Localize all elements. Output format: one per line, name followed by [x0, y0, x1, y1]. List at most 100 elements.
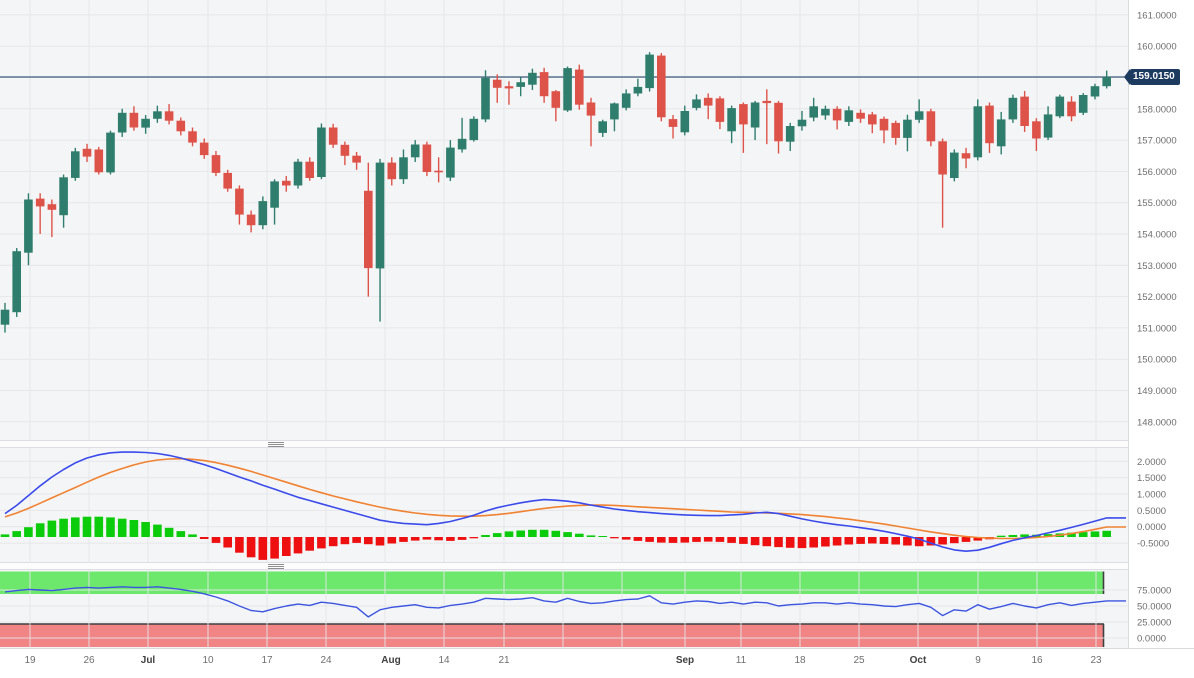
time-axis-label: 11: [736, 655, 747, 666]
macd-bar-down: [434, 537, 443, 541]
macd-bar-down: [258, 537, 268, 560]
candle: [59, 174, 68, 228]
candle: [774, 100, 783, 154]
macd-bar-down: [938, 537, 947, 545]
candle: [879, 116, 889, 144]
candle: [188, 127, 197, 147]
candle: [305, 157, 314, 181]
candle: [176, 117, 186, 136]
macd-bar-up: [35, 523, 45, 537]
drag-handle-icon: [268, 442, 284, 443]
macd-bar-up: [996, 535, 1006, 537]
candle: [856, 109, 865, 123]
macd-bar-up: [492, 533, 502, 537]
candle: [410, 140, 420, 162]
macd-bar-down: [715, 537, 725, 542]
macd-bar-down: [199, 537, 209, 539]
time-axis-label: 19: [24, 655, 36, 666]
candle: [492, 74, 502, 103]
macd-bar-up: [586, 535, 596, 537]
candle: [891, 120, 900, 145]
macd-bar-up: [575, 533, 584, 537]
macd-bar-down: [961, 537, 971, 542]
macd-bar-down: [270, 537, 279, 559]
candle: [387, 157, 397, 186]
svg-text:1.0000: 1.0000: [1137, 490, 1166, 501]
price-axis[interactable]: [1128, 0, 1194, 648]
svg-text:161.0000: 161.0000: [1137, 10, 1177, 21]
svg-text:150.0000: 150.0000: [1137, 355, 1177, 366]
candle: [739, 102, 748, 153]
macd-bar-down: [633, 537, 643, 541]
last-price-badge: 159.0150: [1124, 69, 1180, 85]
axis-labels: 161.0000160.0000158.0000157.0000156.0000…: [24, 10, 1176, 666]
time-axis-label: 23: [1090, 655, 1102, 666]
macd-bar-down: [774, 537, 783, 548]
macd-bar-up: [1008, 535, 1018, 537]
candle: [94, 146, 104, 175]
candle: [715, 96, 725, 130]
svg-text:50.0000: 50.0000: [1137, 602, 1171, 613]
macd-bar-up: [504, 531, 514, 537]
macd-bar-down: [727, 537, 736, 543]
time-axis-label: 9: [975, 655, 981, 666]
candle: [516, 77, 525, 97]
candle: [1008, 94, 1018, 123]
candle: [293, 158, 303, 189]
macd-bar-down: [868, 537, 877, 544]
candle: [563, 66, 572, 112]
macd-bar-down: [399, 537, 408, 542]
macd-bar-down: [821, 537, 830, 547]
candle: [727, 105, 736, 144]
macd-bar-down: [879, 537, 889, 544]
macd-signal-line: [4, 457, 1126, 540]
time-axis-label: Oct: [910, 655, 927, 666]
candle: [785, 122, 795, 152]
candle: [270, 179, 279, 225]
macd-bar-down: [457, 537, 467, 540]
svg-text:152.0000: 152.0000: [1137, 292, 1177, 303]
panel-separator-macd[interactable]: [0, 440, 1128, 448]
svg-text:75.0000: 75.0000: [1137, 586, 1171, 597]
macd-bar-up: [0, 534, 10, 537]
macd-panel[interactable]: [0, 448, 1128, 562]
candle: [950, 149, 959, 182]
panel-separator-stochastic[interactable]: [0, 562, 1128, 570]
time-axis[interactable]: [0, 648, 1194, 678]
time-axis-label: 17: [261, 655, 273, 666]
macd-bar-up: [1102, 530, 1111, 537]
macd-bar-up: [1090, 531, 1100, 537]
svg-text:148.0000: 148.0000: [1137, 417, 1177, 428]
candle: [246, 210, 256, 233]
macd-line: [4, 451, 1126, 553]
candle: [938, 138, 947, 228]
macd-bar-down: [211, 537, 221, 543]
macd-bar-down: [903, 537, 912, 546]
macd-bar-up: [176, 531, 186, 537]
macd-bar-down: [926, 537, 936, 546]
time-axis-label: 21: [498, 655, 510, 666]
svg-text:149.0000: 149.0000: [1137, 386, 1177, 397]
macd-bar-up: [563, 532, 572, 537]
candle: [575, 64, 584, 110]
price-panel[interactable]: [0, 0, 1128, 440]
candle: [844, 106, 854, 126]
svg-text:1.5000: 1.5000: [1137, 473, 1166, 484]
candle: [926, 108, 936, 147]
candle: [1078, 93, 1088, 116]
time-axis-label: 24: [320, 655, 332, 666]
drag-handle-icon: [268, 564, 284, 565]
candle: [71, 147, 80, 181]
candle: [223, 169, 232, 192]
macd-bar-up: [1078, 532, 1088, 537]
candle: [961, 147, 971, 169]
macd-bar-down: [305, 537, 314, 551]
stochastic-line: [4, 586, 1126, 618]
candle: [586, 97, 596, 147]
candle: [47, 199, 57, 238]
candle: [1067, 96, 1076, 122]
macd-bar-up: [117, 518, 127, 537]
macd-bar-down: [282, 537, 291, 556]
svg-text:154.0000: 154.0000: [1137, 229, 1177, 240]
